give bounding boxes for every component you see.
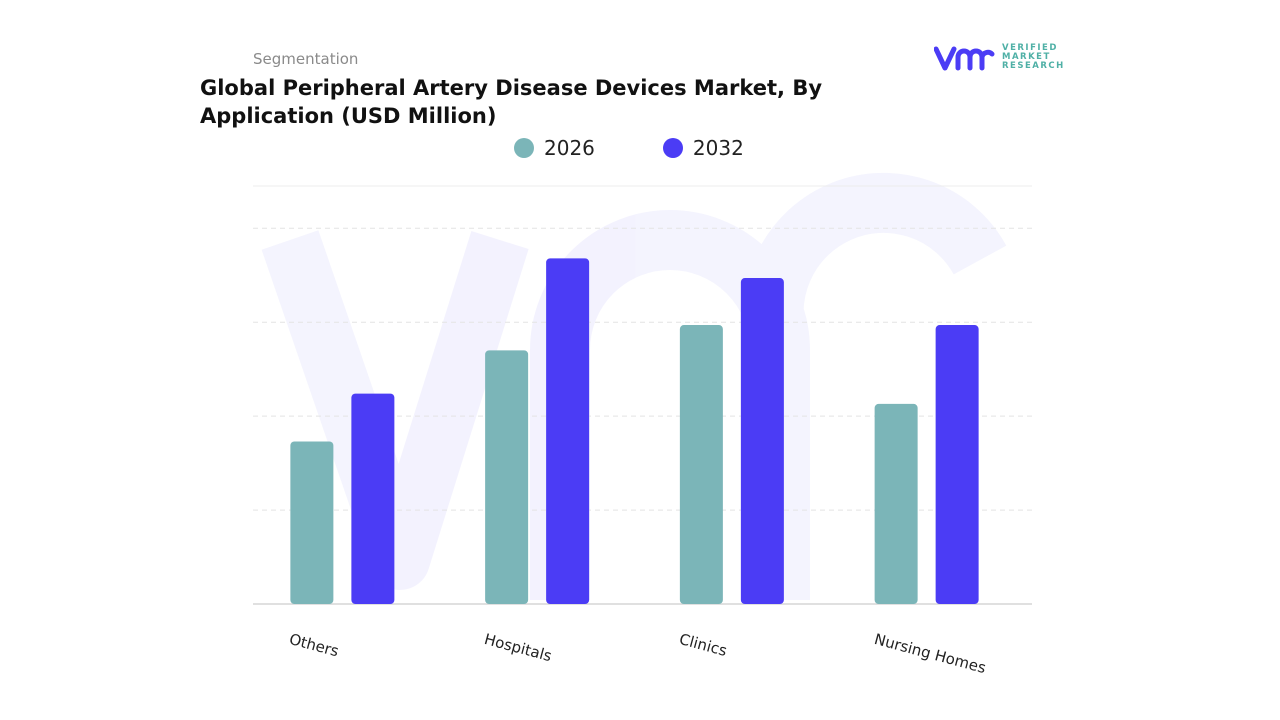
legend: 2026 2032 [514,136,744,160]
bar-2032-others[interactable] [351,393,395,604]
vmr-logo-icon [934,46,995,70]
legend-label: 2026 [544,136,595,160]
legend-item-2026[interactable]: 2026 [514,136,595,160]
legend-item-2032[interactable]: 2032 [662,136,744,160]
bar-2032-hospitals[interactable] [546,258,590,604]
legend-swatch [514,138,534,158]
bar-2032-clinics[interactable] [740,278,784,604]
bar-2026-nursing-homes[interactable] [874,403,918,604]
logo-line: VERIFIED [1002,43,1058,53]
legend-label: 2032 [692,136,744,160]
bar-2026-clinics[interactable] [679,325,723,604]
logo-line: MARKET [1002,52,1051,62]
logo-text: VERIFIED MARKET RESEARCH [1002,44,1065,71]
chart-title: Global Peripheral Artery Disease Devices… [200,76,823,128]
logo-line: RESEARCH [1002,61,1065,71]
segment-label: Segmentation [253,50,359,68]
brand-logo: VERIFIED MARKET RESEARCH [934,44,1065,71]
legend-swatch [662,138,683,158]
bar-2026-hospitals[interactable] [485,350,529,604]
bar-2032-nursing-homes[interactable] [935,325,979,604]
bar-2026-others[interactable] [290,441,334,604]
